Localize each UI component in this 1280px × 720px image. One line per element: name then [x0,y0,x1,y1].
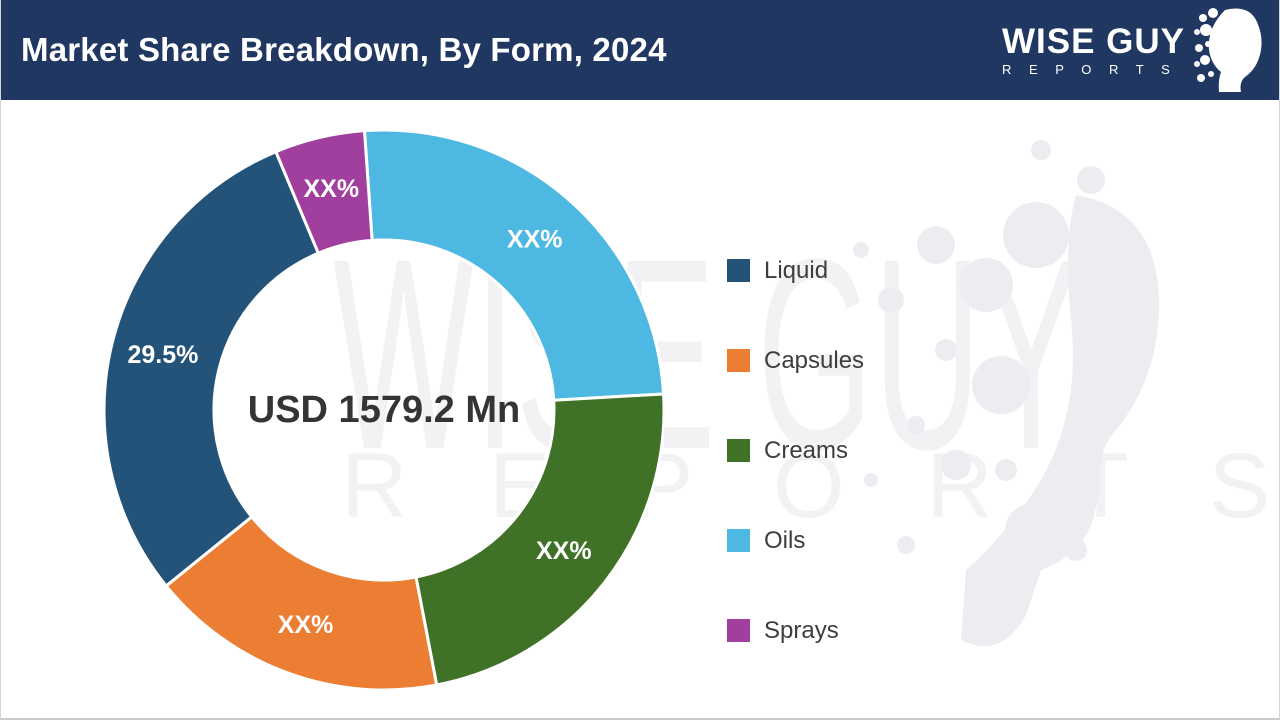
donut-slice-oils [362,130,664,402]
donut-slice-capsules [164,515,439,690]
brand-logo-name: WISE GUY [1001,22,1185,61]
legend-label-creams: Creams [764,436,849,464]
legend-swatch-oils [727,529,750,552]
slice-label-liquid: 29.5% [127,341,198,369]
slice-label-capsules: XX% [278,611,334,639]
legend-item-creams: Creams [727,428,864,473]
page-title: Market Share Breakdown, By Form, 2024 [21,31,667,68]
donut-slice-sprays [274,130,374,255]
watermark-brand-text: WISE GUY [333,202,1082,506]
slice-label-oils: XX% [507,226,563,254]
slice-label-sprays: XX% [304,175,360,203]
chart-legend: Liquid Capsules Creams Oils Sprays [727,248,864,653]
donut-chart: XX% XX% XX% 29.5% XX% [104,130,664,690]
legend-item-capsules: Capsules [727,338,864,383]
brand-logo: WISE GUY R E P O R T S [1002,6,1265,94]
legend-swatch-liquid [727,259,750,282]
slice-label-creams: XX% [536,537,592,565]
legend-label-sprays: Sprays [764,616,839,644]
brand-logo-tagline: R E P O R T S [1001,62,1177,77]
legend-swatch-capsules [727,349,750,372]
legend-swatch-creams [727,439,750,462]
watermark-face-dots-pattern [853,140,1160,647]
legend-item-oils: Oils [727,518,864,563]
brand-logo-text: WISE GUY R E P O R T S [1002,24,1185,76]
donut-slice-creams [414,392,664,687]
header-bar: Market Share Breakdown, By Form, 2024 WI… [1,0,1279,100]
brand-logo-face-icon [1194,8,1262,92]
legend-swatch-sprays [727,619,750,642]
legend-label-oils: Oils [764,526,806,554]
legend-label-capsules: Capsules [764,346,865,374]
watermark-tagline-text: R E P O R T S [341,435,1280,537]
legend-item-liquid: Liquid [727,248,864,293]
legend-item-sprays: Sprays [727,608,864,653]
legend-label-liquid: Liquid [764,256,829,284]
donut-slice-liquid [104,150,320,588]
